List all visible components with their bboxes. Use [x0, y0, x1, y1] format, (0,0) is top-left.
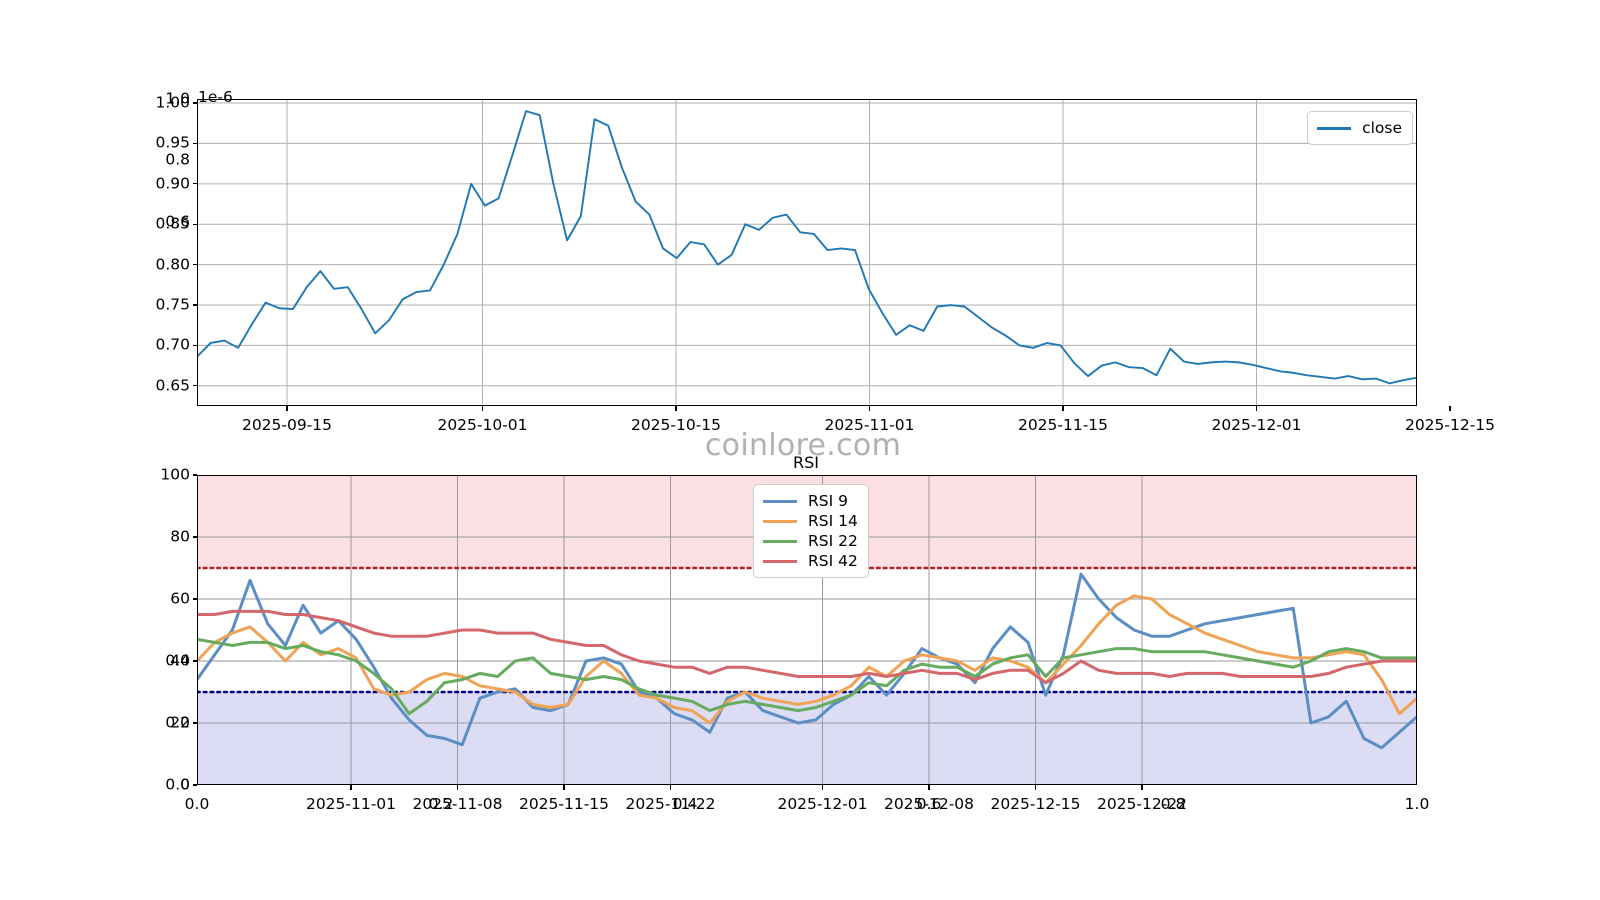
y-tick-mark	[192, 474, 197, 476]
legend-item[interactable]: RSI 14	[763, 511, 858, 531]
y-tick-mark	[192, 385, 197, 387]
price-y-offset-label: 1e-6	[198, 88, 233, 106]
price-x-tick: 2025-11-15	[1017, 416, 1109, 434]
price-x-tick: 2025-10-01	[437, 416, 528, 434]
rsi-x-tick: 2025-12-08	[883, 795, 975, 813]
y-tick-mark	[192, 183, 197, 185]
rsi-axes-frame	[197, 475, 1417, 785]
x-tick-mark	[675, 406, 677, 411]
y-tick-mark	[192, 344, 197, 347]
legend-color-swatch	[763, 559, 797, 563]
price-x-tick: 2025-12-15	[1404, 416, 1496, 434]
rsi-chart-panel: RSI 9 RSI 14 RSI 22 RSI 42	[197, 475, 1417, 785]
price-y-tick: 0.65	[155, 376, 190, 395]
x-tick-mark	[821, 785, 824, 790]
rsi-y-ghost-tick: 0.0	[165, 775, 190, 794]
x-tick-mark	[563, 785, 565, 790]
y-tick-mark	[192, 304, 197, 306]
rsi-y-tick: 20	[170, 713, 190, 732]
rsi-x-tick: 2025-11-08	[412, 795, 503, 813]
price-y-ghost-tick: 0.6	[165, 212, 190, 231]
y-tick-mark	[192, 142, 197, 145]
rsi-plot-area	[197, 475, 1417, 785]
watermark-coinlore: coinlore.com	[704, 428, 902, 463]
x-tick-mark	[1141, 785, 1143, 790]
price-x-tick: 2025-11-01	[824, 416, 915, 434]
rsi-x-tick: 2025-12-15	[990, 795, 1081, 813]
price-axes-frame	[197, 99, 1417, 406]
legend-item[interactable]: RSI 9	[763, 491, 858, 511]
y-tick-mark	[192, 102, 197, 104]
x-tick-mark	[286, 406, 288, 411]
legend-color-swatch	[763, 519, 797, 523]
rsi-x-ghost-tick: 0.6	[916, 795, 942, 813]
y-tick-mark	[192, 263, 197, 266]
price-y-tick: 0.85	[155, 214, 190, 233]
x-tick-mark	[1062, 406, 1064, 411]
legend-color-swatch	[1317, 126, 1352, 130]
rsi-panel-title: RSI	[793, 453, 819, 472]
rsi-x-tick: 2025-11-22	[625, 795, 716, 813]
legend-item-label: RSI 42	[808, 552, 858, 570]
legend-color-swatch	[763, 539, 797, 543]
price-y-ghost-tick: 1.0	[165, 89, 190, 108]
y-tick-mark	[192, 784, 197, 786]
y-tick-mark	[192, 223, 197, 225]
price-y-tick: 0.95	[155, 133, 190, 152]
x-tick-mark	[1449, 406, 1451, 411]
rsi-y-tick: 60	[170, 589, 190, 608]
rsi-y-ghost-tick: 0.2	[165, 713, 190, 732]
price-y-ghost-tick: 0.8	[165, 150, 190, 169]
rsi-y-tick: 0	[180, 775, 190, 794]
legend-item[interactable]: RSI 22	[763, 531, 858, 551]
x-tick-mark	[868, 406, 871, 411]
y-tick-mark	[192, 536, 197, 538]
price-y-tick: 0.90	[155, 174, 190, 193]
x-tick-mark	[350, 785, 352, 790]
legend-item-label: RSI 22	[808, 532, 858, 550]
rsi-legend[interactable]: RSI 9 RSI 14 RSI 22 RSI 42	[753, 484, 869, 578]
rsi-y-tick: 40	[170, 651, 190, 670]
x-tick-mark	[928, 785, 930, 790]
price-x-tick: 2025-09-15	[241, 416, 333, 434]
x-tick-mark	[481, 406, 484, 411]
x-tick-mark	[1255, 406, 1258, 411]
legend-item-label: RSI 14	[808, 512, 858, 530]
price-plot-area	[197, 99, 1417, 406]
price-y-tick: 1.00	[155, 93, 190, 112]
rsi-x-ghost-tick: 0.0	[184, 795, 210, 813]
rsi-x-ghost-tick: 0.2	[428, 795, 454, 813]
y-tick-mark	[192, 722, 197, 724]
rsi-x-tick: 2025-11-15	[518, 795, 610, 813]
price-x-tick: 2025-10-15	[630, 416, 722, 434]
price-y-tick: 0.70	[155, 335, 190, 354]
legend-item-label: close	[1362, 119, 1402, 137]
rsi-y-tick: 100	[160, 465, 190, 484]
legend-item-label: RSI 9	[808, 492, 848, 510]
price-chart-panel: close	[197, 99, 1417, 406]
rsi-x-ghost-tick: 0.4	[672, 795, 698, 813]
rsi-x-tick: 2025-11-01	[305, 795, 397, 813]
y-tick-mark	[192, 660, 197, 662]
rsi-x-tick: 2025-12-01	[777, 795, 868, 813]
legend-item[interactable]: close	[1317, 118, 1402, 138]
rsi-x-ghost-tick: 1.0	[1404, 795, 1430, 813]
price-x-tick: 2025-12-01	[1211, 416, 1302, 434]
rsi-x-ghost-tick: 0.8	[1160, 795, 1186, 813]
legend-color-swatch	[763, 499, 797, 503]
x-tick-mark	[669, 785, 672, 790]
legend-item[interactable]: RSI 42	[763, 551, 858, 571]
rsi-y-ghost-tick: 0.4	[165, 651, 190, 670]
x-tick-mark	[1034, 785, 1037, 790]
y-tick-mark	[192, 598, 197, 600]
price-y-tick: 0.75	[155, 295, 190, 314]
rsi-x-tick: 2025-12-22	[1096, 795, 1188, 813]
price-y-tick: 0.80	[155, 254, 190, 273]
rsi-y-tick: 80	[170, 527, 190, 546]
price-legend[interactable]: close	[1307, 111, 1413, 145]
x-tick-mark	[456, 785, 459, 790]
